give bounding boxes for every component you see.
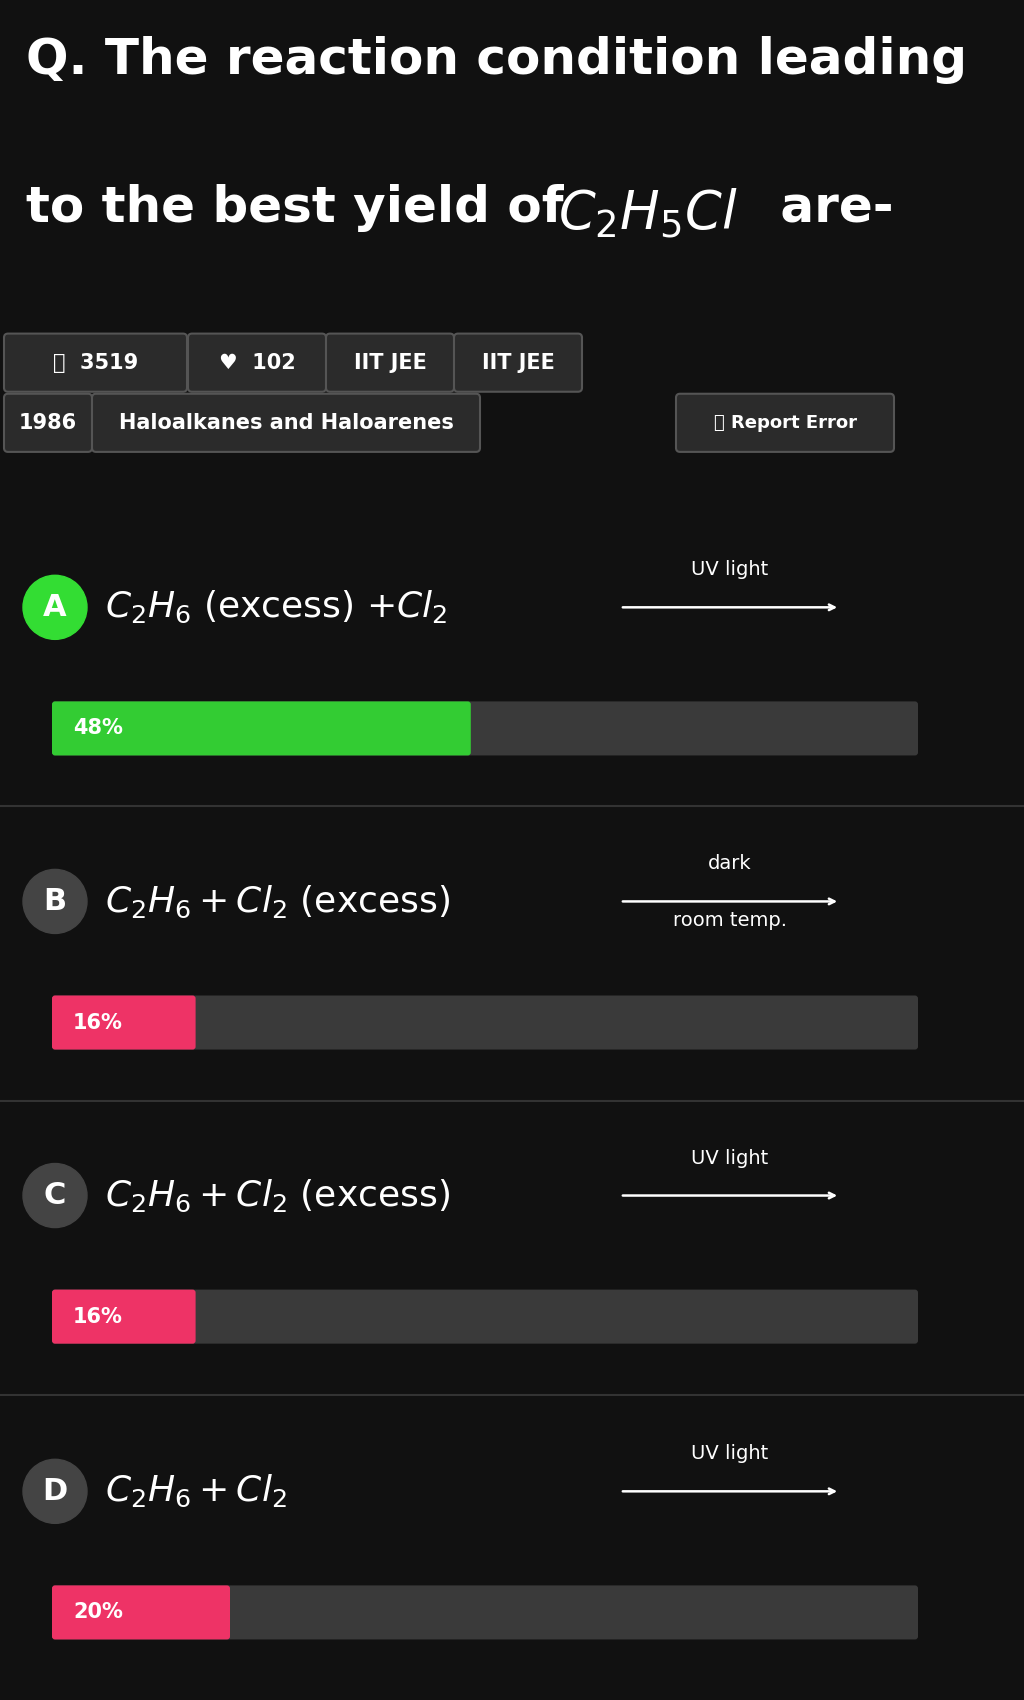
FancyBboxPatch shape [52,1290,918,1343]
Text: Q. The reaction condition leading: Q. The reaction condition leading [26,36,967,83]
Text: 1986: 1986 [18,413,77,434]
FancyBboxPatch shape [52,702,471,755]
FancyBboxPatch shape [4,394,92,452]
Text: C: C [44,1182,67,1210]
Text: are-: are- [763,185,894,233]
FancyBboxPatch shape [188,333,326,391]
Text: $C_2H_6 + Cl_2$: $C_2H_6 + Cl_2$ [105,1474,287,1510]
Circle shape [23,1163,87,1227]
FancyBboxPatch shape [52,996,918,1049]
Text: D: D [42,1477,68,1506]
Text: 16%: 16% [73,1307,123,1326]
Text: to the best yield of: to the best yield of [26,185,581,233]
Text: dark: dark [709,855,752,874]
Text: $C_2H_6$ (excess) $+Cl_2$: $C_2H_6$ (excess) $+Cl_2$ [105,590,447,626]
Text: 20%: 20% [73,1603,123,1622]
Text: IIT JEE: IIT JEE [481,352,554,372]
Circle shape [23,575,87,639]
FancyBboxPatch shape [52,1586,230,1639]
Text: IIT JEE: IIT JEE [353,352,426,372]
Circle shape [23,869,87,933]
Text: A: A [43,593,67,622]
Text: B: B [43,887,67,916]
FancyBboxPatch shape [52,996,196,1049]
Text: 16%: 16% [73,1013,123,1032]
Text: room temp.: room temp. [673,911,787,930]
Text: UV light: UV light [691,1149,769,1168]
FancyBboxPatch shape [4,333,187,391]
FancyBboxPatch shape [92,394,480,452]
Text: $C_2H_6 + Cl_2$ (excess): $C_2H_6 + Cl_2$ (excess) [105,1178,451,1214]
FancyBboxPatch shape [52,1290,196,1343]
FancyBboxPatch shape [454,333,582,391]
FancyBboxPatch shape [52,1586,918,1639]
Text: ♥  102: ♥ 102 [219,352,295,372]
Text: $C_2H_6 + Cl_2$ (excess): $C_2H_6 + Cl_2$ (excess) [105,884,451,920]
Text: UV light: UV light [691,561,769,580]
Text: 👁  3519: 👁 3519 [53,352,138,372]
FancyBboxPatch shape [676,394,894,452]
Text: 48%: 48% [73,719,123,738]
FancyBboxPatch shape [52,702,918,755]
FancyBboxPatch shape [326,333,454,391]
Circle shape [23,1459,87,1523]
Text: 🚩 Report Error: 🚩 Report Error [714,413,856,432]
Text: $C_2H_5Cl$: $C_2H_5Cl$ [558,187,737,241]
Text: UV light: UV light [691,1445,769,1464]
Text: Haloalkanes and Haloarenes: Haloalkanes and Haloarenes [119,413,454,434]
